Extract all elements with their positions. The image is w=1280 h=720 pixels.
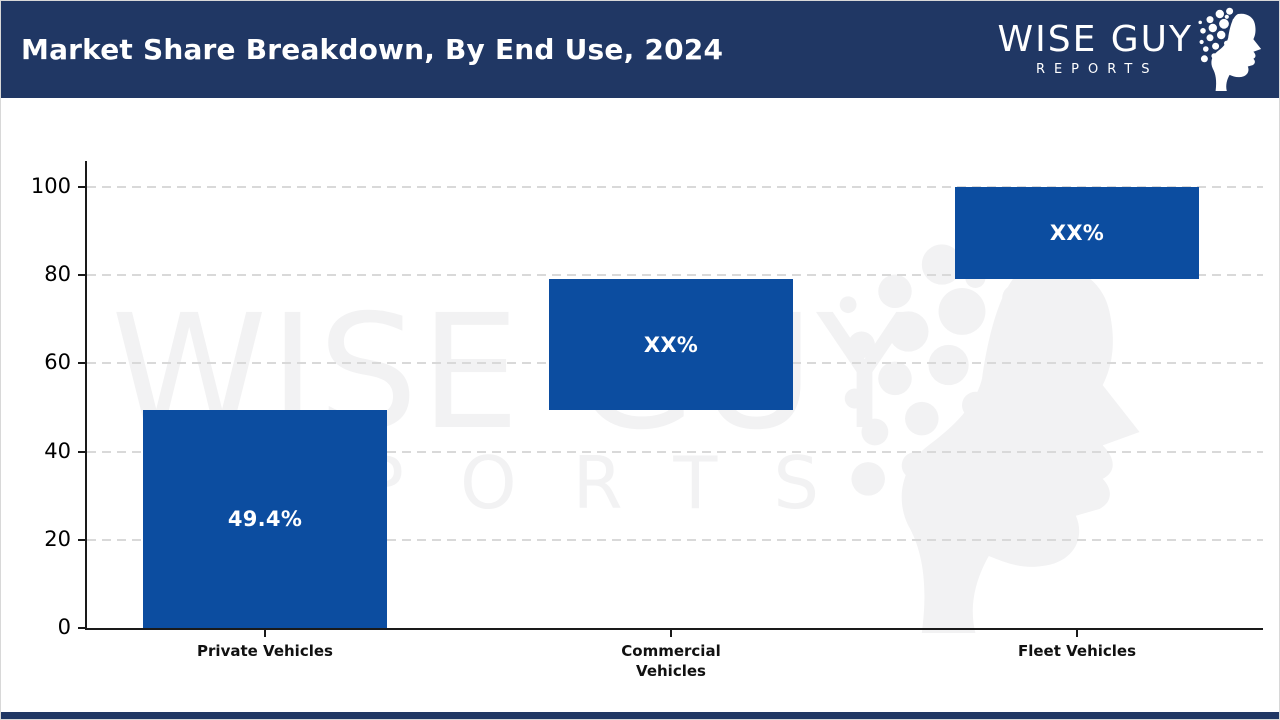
y-axis-tick-label: 60	[44, 350, 71, 374]
gridline	[87, 274, 1263, 276]
wiseguy-logo: WISE GUY REPORTS	[998, 7, 1268, 91]
x-axis-category-label: Commercial Vehicles	[621, 641, 720, 682]
x-axis-category-line: Fleet Vehicles	[1017, 642, 1137, 660]
x-axis-tick	[670, 630, 672, 637]
y-axis-tick	[78, 451, 85, 453]
x-axis-category-label: Fleet Vehicles	[1018, 641, 1136, 661]
bar-2[interactable]: XX%	[549, 279, 793, 410]
logo-subtext: REPORTS	[1035, 62, 1159, 77]
logo-wordmark: WISE GUY	[997, 19, 1193, 60]
y-axis-tick	[78, 362, 85, 364]
bar-value-label: 49.4%	[227, 507, 303, 531]
y-axis-tick	[78, 186, 85, 188]
y-axis-line	[85, 161, 87, 630]
bar-3[interactable]: XX%	[955, 187, 1199, 279]
bar-value-label: XX%	[1049, 221, 1105, 245]
x-axis-line	[85, 628, 1263, 630]
y-axis-tick-label: 20	[44, 527, 71, 551]
y-axis-tick-label: 80	[44, 262, 71, 286]
x-axis-category-label: Private Vehicles	[197, 641, 333, 661]
y-axis-tick	[78, 274, 85, 276]
gridline	[87, 451, 1263, 453]
gridline	[87, 539, 1263, 541]
footer-bar	[1, 712, 1279, 719]
x-axis-tick	[264, 630, 266, 637]
y-axis-tick-label: 40	[44, 439, 71, 463]
bar-value-label: XX%	[643, 332, 699, 357]
x-axis-category-line: Vehicles	[636, 662, 706, 681]
x-axis-category-line: Commercial	[621, 642, 721, 660]
y-axis-tick	[78, 539, 85, 541]
header-bar: Market Share Breakdown, By End Use, 2024…	[1, 1, 1279, 98]
logo-text: WISE GUY REPORTS	[997, 19, 1194, 77]
y-axis-tick-label: 0	[57, 615, 71, 639]
logo-head-profile-icon	[1198, 7, 1262, 91]
y-axis-tick-label: 100	[30, 174, 71, 198]
page-title: Market Share Breakdown, By End Use, 2024	[21, 33, 724, 66]
watermark-head-profile-icon	[839, 234, 1140, 633]
y-axis-tick	[78, 627, 85, 629]
gridline	[87, 186, 1263, 188]
x-axis-tick	[1076, 630, 1078, 637]
x-axis-category-line: Private Vehicles	[197, 642, 333, 660]
bar-1[interactable]: 49.4%	[143, 410, 387, 628]
